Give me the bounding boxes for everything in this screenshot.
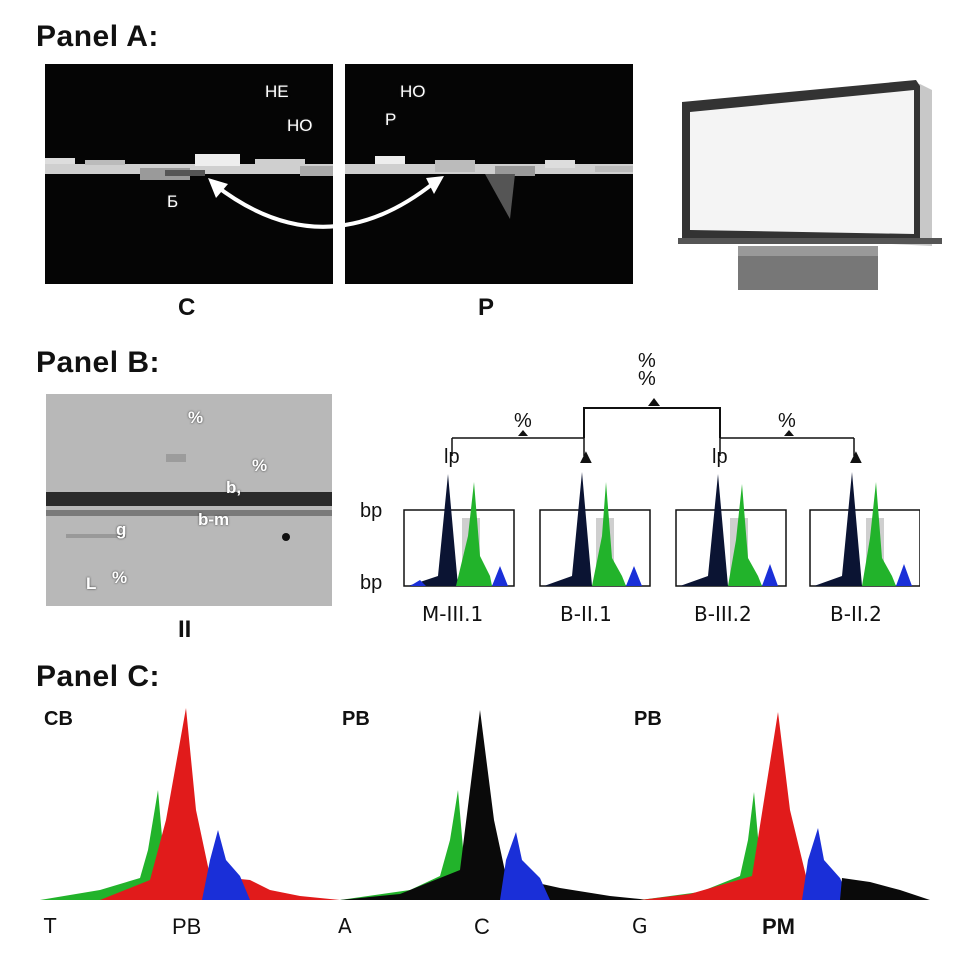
sample-label-3: B-III.2 <box>694 602 752 626</box>
panel-b-title: Panel B: <box>36 346 161 379</box>
leaf-mark-2: ▲ <box>576 446 596 468</box>
sample-label-1: M-III.1 <box>422 602 484 626</box>
chromatogram-2 <box>539 472 651 587</box>
trace-3-bottom-label: PM <box>762 914 795 939</box>
trace-2-left-label: A <box>338 914 352 938</box>
tree-root-label: % % <box>638 350 656 390</box>
pedigree-tree <box>451 398 855 456</box>
trace-3-top-label: PB <box>634 708 662 730</box>
label-p: P <box>385 110 397 129</box>
panel-c-traces <box>40 708 930 900</box>
chromatogram-3 <box>675 474 787 587</box>
axis-label-bp-top: bp <box>360 500 383 522</box>
panel-a-double-arrow <box>208 176 444 229</box>
panel-a-right-image: HO P <box>345 64 633 284</box>
panel-a-caption-p: P <box>478 294 495 321</box>
panel-a-title: Panel A: <box>36 20 159 53</box>
tree-left-label: % <box>514 410 532 432</box>
panel-c-title: Panel C: <box>36 660 161 693</box>
monitor-display-icon <box>678 80 942 290</box>
trace-3-left-label: G <box>632 914 648 938</box>
panel-a-left-image: HE HO Б <box>45 64 333 284</box>
sample-label-2: B-II.1 <box>560 602 612 626</box>
panel-a-right-membrane <box>345 156 633 219</box>
leaf-mark-4: ▲ <box>846 446 866 468</box>
sample-label-4: B-II.2 <box>830 602 882 626</box>
trace-1-bottom-label: PB <box>172 914 202 939</box>
label-b: Б <box>167 192 179 211</box>
gel-label-6: L <box>86 574 97 593</box>
panel-b-chromatograms <box>403 472 920 587</box>
axis-label-bp-bottom: bp <box>360 572 383 594</box>
chromatogram-1 <box>403 474 515 587</box>
label-he: HE <box>265 82 289 101</box>
trace-2 <box>340 710 650 900</box>
trace-2-bottom-label: C <box>474 914 490 939</box>
label-ho: HO <box>287 116 313 135</box>
trace-1-top-label: CB <box>44 708 73 730</box>
panel-b-gel-image: % % b, b-m g L % <box>46 394 332 606</box>
panel-b-gel-caption: II <box>178 616 192 643</box>
gel-label-4: b-m <box>198 510 230 529</box>
trace-1 <box>40 708 340 900</box>
gel-label-1: % <box>188 408 204 427</box>
tree-right-label: % <box>778 410 796 432</box>
trace-3 <box>640 712 930 900</box>
panel-a-caption-c: C <box>178 294 196 321</box>
panel-a-left-membrane <box>45 154 333 180</box>
trace-1-left-label: T <box>44 914 57 938</box>
gel-label-7: % <box>112 568 128 587</box>
gel-label-5: g <box>116 520 127 539</box>
label-ho-right: HO <box>400 82 426 101</box>
gel-label-2: % <box>252 456 268 475</box>
trace-2-top-label: PB <box>342 708 370 730</box>
gel-bands <box>46 454 332 541</box>
leaf-mark-3: lp <box>712 446 728 468</box>
gel-label-3: b, <box>226 478 242 497</box>
leaf-mark-1: lp <box>444 446 460 468</box>
chromatogram-4 <box>809 472 920 587</box>
